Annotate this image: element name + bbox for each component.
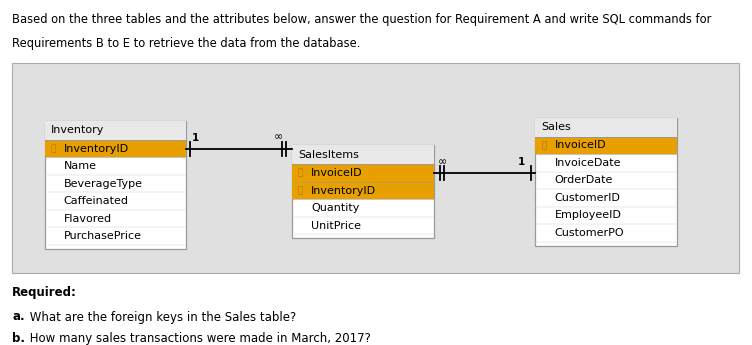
Bar: [292, 145, 434, 238]
Text: Quantity: Quantity: [311, 203, 359, 213]
Text: InvoiceID: InvoiceID: [554, 140, 606, 150]
Text: 1: 1: [517, 157, 525, 167]
Text: ⚿: ⚿: [298, 186, 303, 195]
Text: CustomerPO: CustomerPO: [554, 228, 624, 238]
Text: InvoiceDate: InvoiceDate: [554, 158, 621, 168]
Bar: [292, 182, 434, 199]
Text: Caffeinated: Caffeinated: [64, 196, 129, 206]
Text: BeverageType: BeverageType: [64, 179, 143, 189]
Text: Requirements B to E to retrieve the data from the database.: Requirements B to E to retrieve the data…: [12, 37, 360, 50]
Text: ⚿: ⚿: [541, 141, 547, 150]
Text: ⚿: ⚿: [50, 144, 56, 153]
Bar: [535, 137, 678, 154]
Text: Name: Name: [64, 161, 97, 171]
Text: Flavored: Flavored: [64, 214, 112, 224]
Text: EmployeeID: EmployeeID: [554, 210, 621, 220]
Bar: [44, 140, 186, 157]
Bar: [292, 145, 434, 164]
Text: Inventory: Inventory: [50, 125, 104, 135]
Text: InventoryID: InventoryID: [64, 144, 129, 154]
Text: Sales: Sales: [541, 122, 572, 132]
Text: ∞: ∞: [274, 132, 284, 142]
Text: Based on the three tables and the attributes below, answer the question for Requ: Based on the three tables and the attrib…: [12, 13, 711, 26]
Text: InvoiceID: InvoiceID: [311, 168, 362, 178]
Text: PurchasePrice: PurchasePrice: [64, 231, 141, 241]
Bar: [12, 63, 739, 273]
Bar: [44, 121, 186, 249]
Text: Required:: Required:: [12, 286, 77, 299]
Text: How many sales transactions were made in March, 2017?: How many sales transactions were made in…: [26, 332, 371, 345]
Text: OrderDate: OrderDate: [554, 176, 613, 186]
Text: a.: a.: [12, 310, 25, 324]
Text: 1: 1: [192, 132, 199, 142]
Text: ∞: ∞: [438, 157, 447, 167]
Text: ⚿: ⚿: [298, 169, 303, 178]
Text: CustomerID: CustomerID: [554, 193, 620, 203]
Text: UnitPrice: UnitPrice: [311, 220, 361, 230]
Bar: [44, 121, 186, 140]
Bar: [292, 164, 434, 182]
Text: SalesItems: SalesItems: [298, 150, 359, 160]
Bar: [535, 118, 678, 246]
Text: b.: b.: [12, 332, 25, 345]
Text: InventoryID: InventoryID: [311, 186, 376, 196]
Text: What are the foreign keys in the Sales table?: What are the foreign keys in the Sales t…: [26, 310, 296, 324]
Bar: [535, 118, 678, 137]
